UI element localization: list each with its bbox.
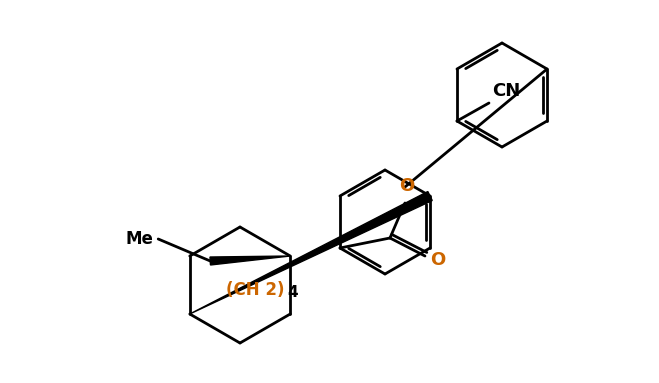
Text: O: O (430, 251, 445, 269)
Polygon shape (190, 192, 432, 314)
Text: CN: CN (492, 82, 520, 100)
Polygon shape (210, 256, 290, 265)
Text: 4: 4 (287, 285, 298, 300)
Text: O: O (399, 177, 415, 195)
Text: Me: Me (125, 230, 154, 248)
Text: (CH 2): (CH 2) (226, 281, 285, 299)
